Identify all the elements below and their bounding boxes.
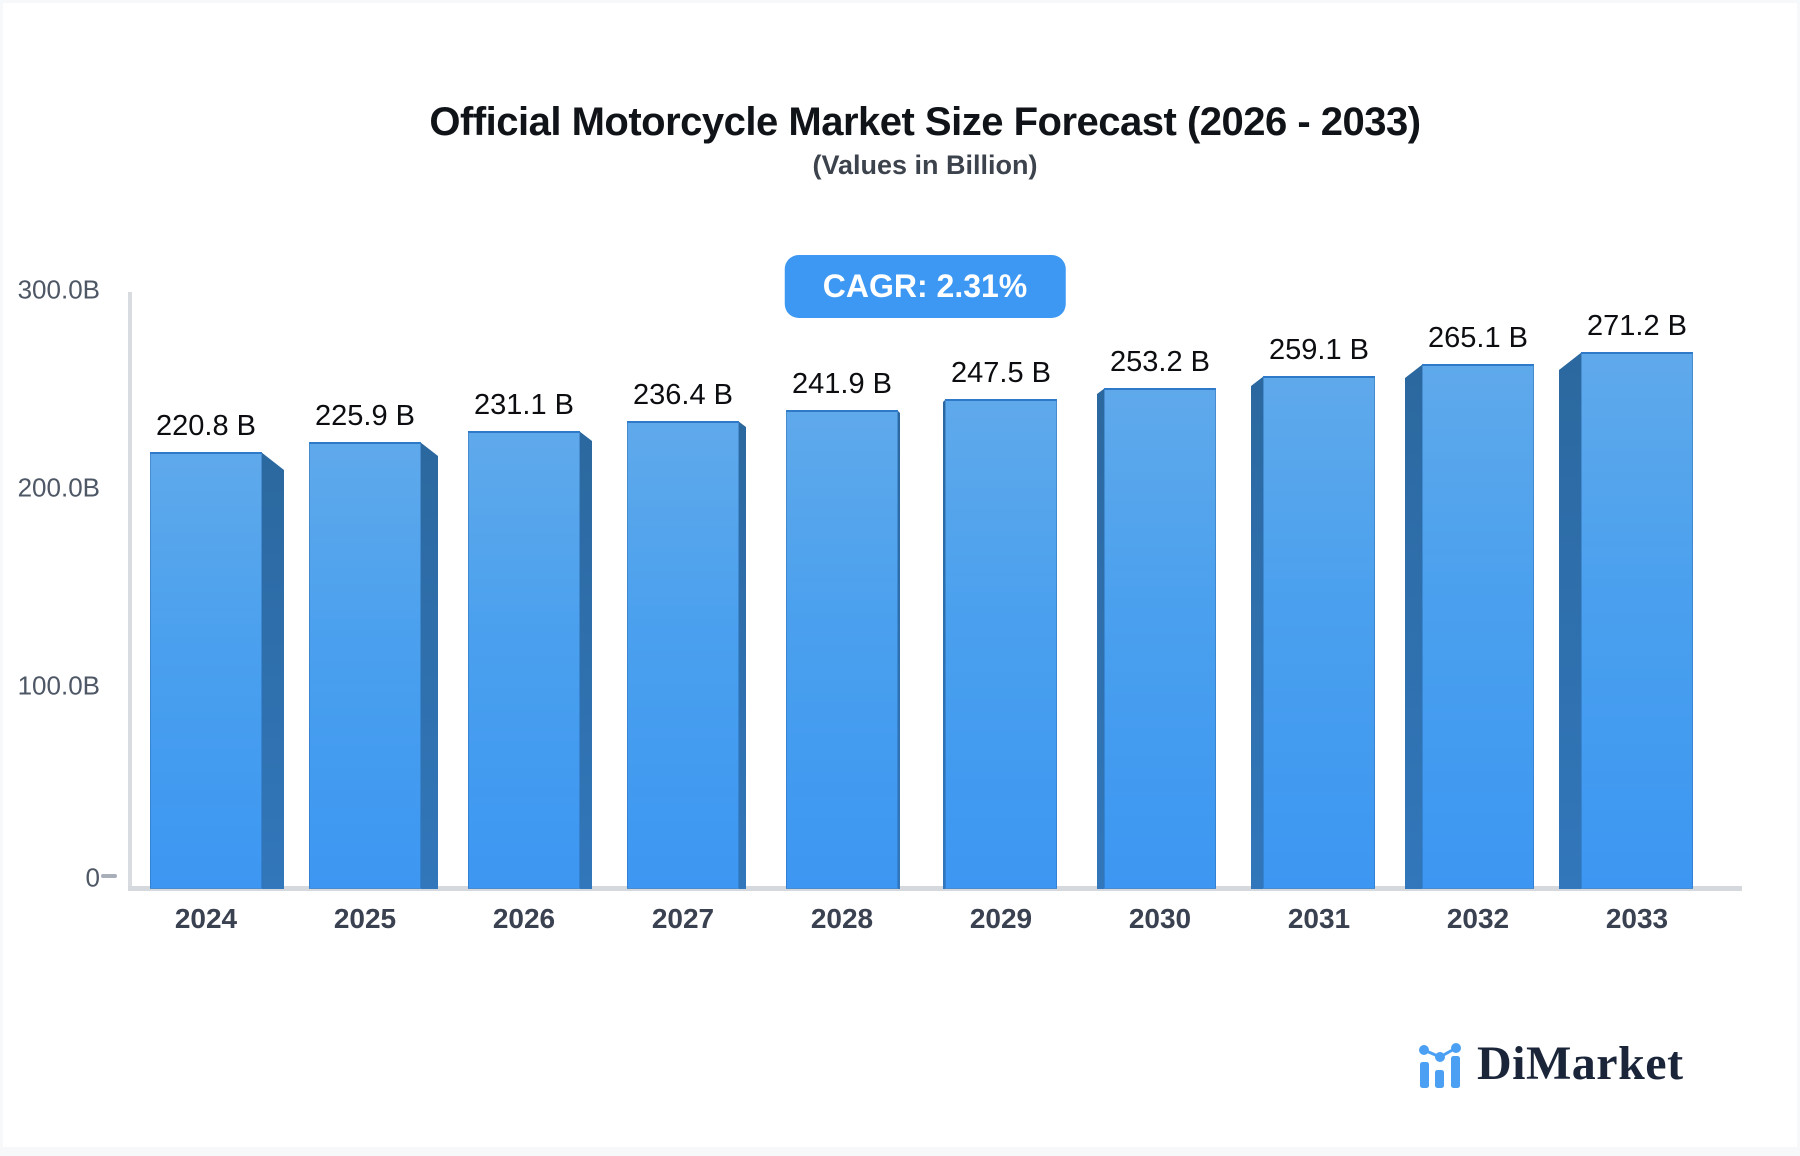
x-tick-label: 2032 bbox=[1446, 903, 1510, 934]
bar-face bbox=[150, 452, 262, 889]
chart-subtitle: (Values in Billion) bbox=[812, 150, 1038, 180]
bar-face bbox=[468, 431, 580, 889]
bar-side-face bbox=[1559, 352, 1582, 889]
frame-border-bottom bbox=[0, 1147, 1800, 1156]
x-tick-label: 2025 bbox=[333, 903, 397, 934]
bar-side-face bbox=[1405, 364, 1423, 889]
bar-value-label: 265.1 B bbox=[1428, 322, 1528, 354]
bar-side-face bbox=[579, 431, 592, 889]
bar-face bbox=[1104, 388, 1216, 889]
bar-value-label: 231.1 B bbox=[474, 389, 574, 421]
bar-value-label: 236.4 B bbox=[633, 379, 733, 411]
bar-value-label: 259.1 B bbox=[1269, 334, 1369, 366]
bar-face bbox=[1263, 376, 1375, 889]
zero-tick-mark bbox=[101, 874, 117, 878]
x-tick-label: 2030 bbox=[1128, 903, 1192, 934]
bar-value-label: 220.8 B bbox=[156, 410, 256, 442]
frame-border-top bbox=[0, 0, 1800, 3]
y-axis-line bbox=[128, 292, 132, 888]
frame-border-right bbox=[1797, 0, 1800, 1156]
bar-side-face bbox=[1097, 388, 1105, 889]
y-tick-label: 200.0B bbox=[17, 472, 100, 503]
cagr-badge: CAGR: 2.31% bbox=[784, 255, 1066, 318]
bar-value-label: 253.2 B bbox=[1110, 346, 1210, 378]
bar-side-face bbox=[897, 410, 900, 889]
bar-value-label: 241.9 B bbox=[792, 368, 892, 400]
bar-side-face bbox=[1251, 376, 1264, 889]
dimarket-logo-text: DiMarket bbox=[1477, 1037, 1684, 1090]
bar-side-face bbox=[738, 421, 746, 889]
y-tick-label: 100.0B bbox=[17, 670, 100, 701]
bar-value-label: 271.2 B bbox=[1587, 310, 1687, 342]
chart-title: Official Motorcycle Market Size Forecast… bbox=[429, 100, 1421, 144]
x-tick-label: 2033 bbox=[1605, 903, 1669, 934]
bar-side-face bbox=[943, 399, 946, 889]
bar-side-face bbox=[420, 442, 438, 889]
bar-face bbox=[1581, 352, 1693, 889]
bar-value-label: 247.5 B bbox=[951, 357, 1051, 389]
bar-face bbox=[1422, 364, 1534, 889]
bar-value-label: 225.9 B bbox=[315, 400, 415, 432]
bar-face bbox=[945, 399, 1057, 889]
y-tick-label: 0 bbox=[85, 862, 100, 893]
frame-border-left bbox=[0, 0, 3, 1156]
bar-chart-trend-icon bbox=[1419, 1043, 1461, 1088]
x-tick-label: 2027 bbox=[651, 903, 715, 934]
bar-face bbox=[309, 442, 421, 889]
bar-face bbox=[786, 410, 898, 889]
bar-side-face bbox=[261, 452, 284, 889]
x-tick-label: 2024 bbox=[174, 903, 238, 934]
x-tick-label: 2026 bbox=[492, 903, 556, 934]
bar-face bbox=[627, 421, 739, 889]
x-baseline bbox=[128, 886, 1742, 891]
x-tick-label: 2028 bbox=[810, 903, 874, 934]
dimarket-logo: DiMarket bbox=[1418, 1040, 1684, 1088]
y-tick-label: 300.0B bbox=[17, 274, 100, 305]
x-tick-label: 2029 bbox=[969, 903, 1033, 934]
x-tick-label: 2031 bbox=[1287, 903, 1351, 934]
